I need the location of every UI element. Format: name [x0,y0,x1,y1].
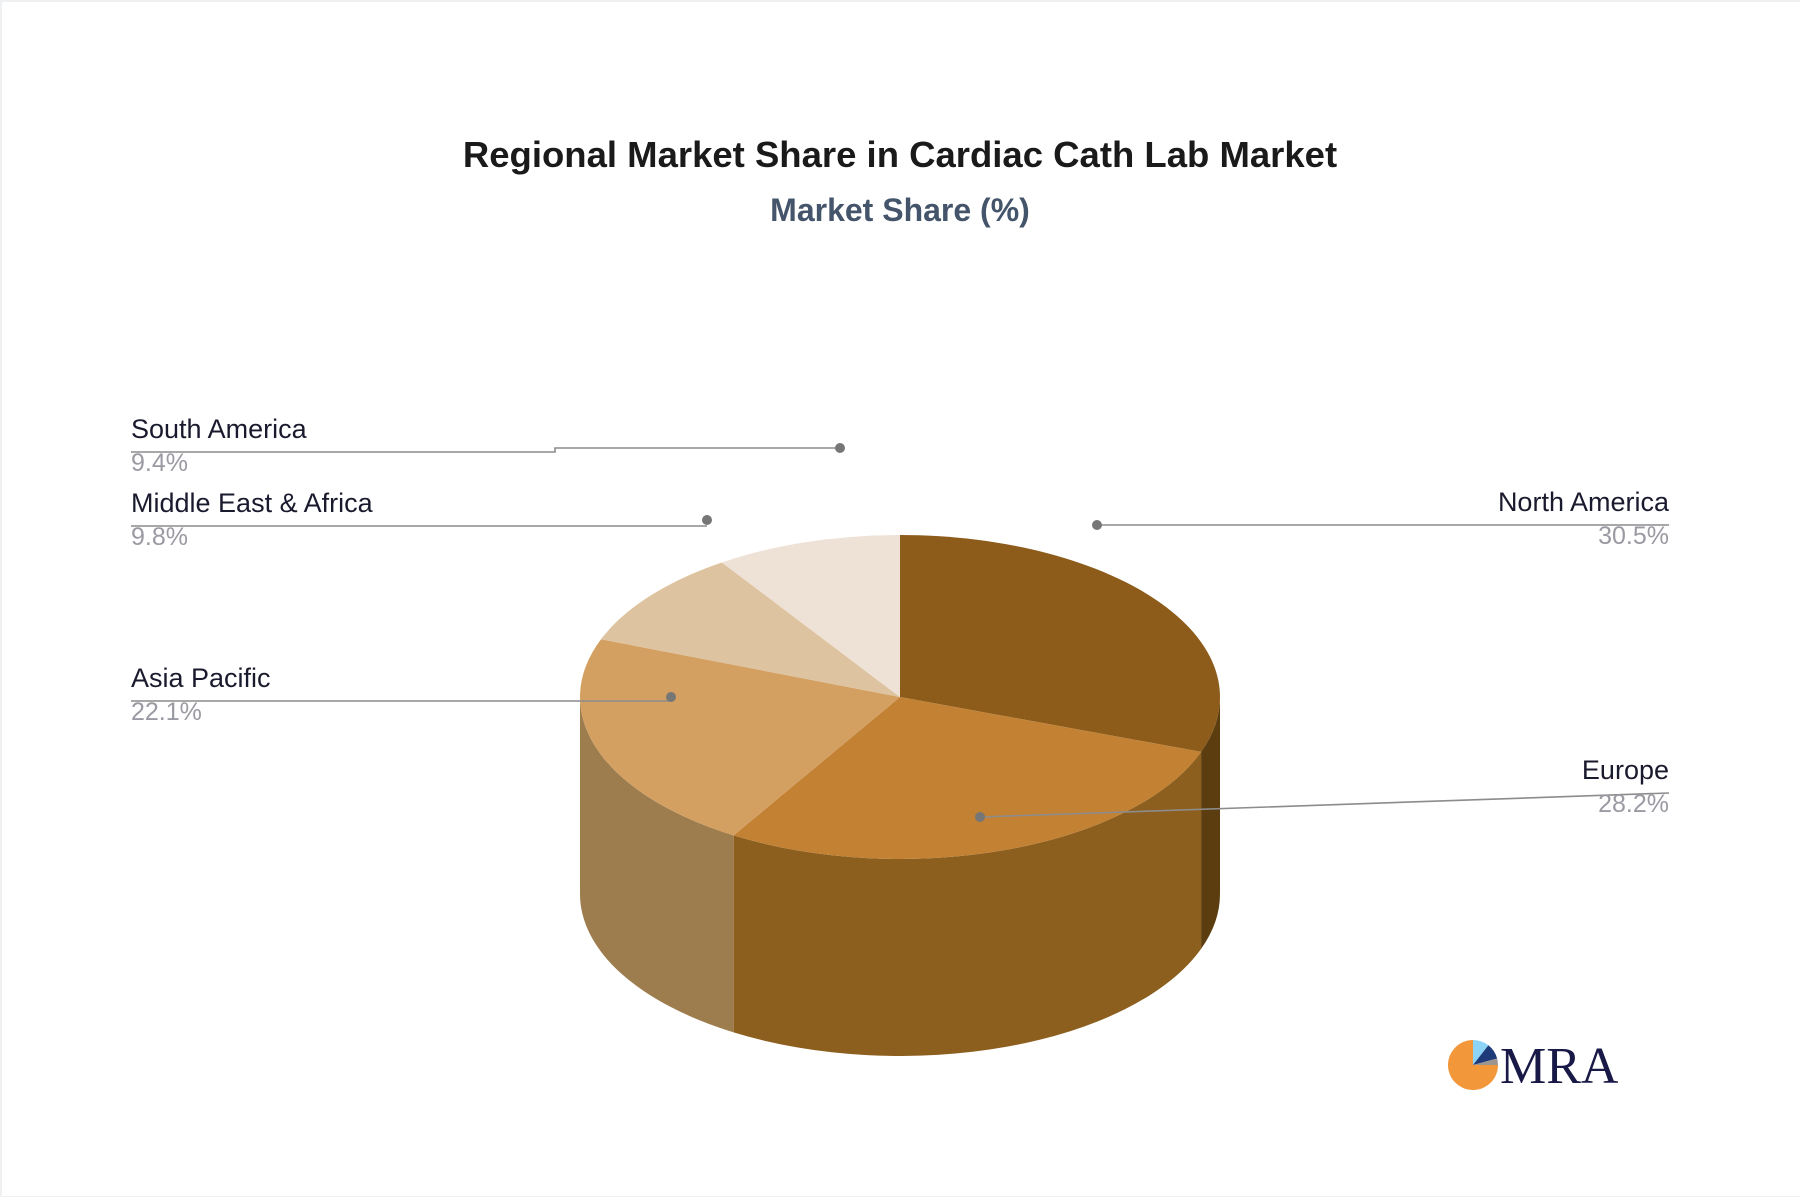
svg-text:South America: South America [131,414,308,444]
svg-text:Europe: Europe [1582,755,1669,785]
svg-text:28.2%: 28.2% [1598,790,1669,818]
svg-text:Asia Pacific: Asia Pacific [131,663,271,693]
svg-text:9.8%: 9.8% [131,523,188,551]
svg-text:Middle East & Africa: Middle East & Africa [131,488,374,518]
svg-text:9.4%: 9.4% [131,449,188,477]
svg-text:MRA: MRA [1500,1038,1619,1095]
svg-text:22.1%: 22.1% [131,698,202,726]
svg-text:30.5%: 30.5% [1598,522,1669,550]
svg-text:North America: North America [1498,487,1670,517]
